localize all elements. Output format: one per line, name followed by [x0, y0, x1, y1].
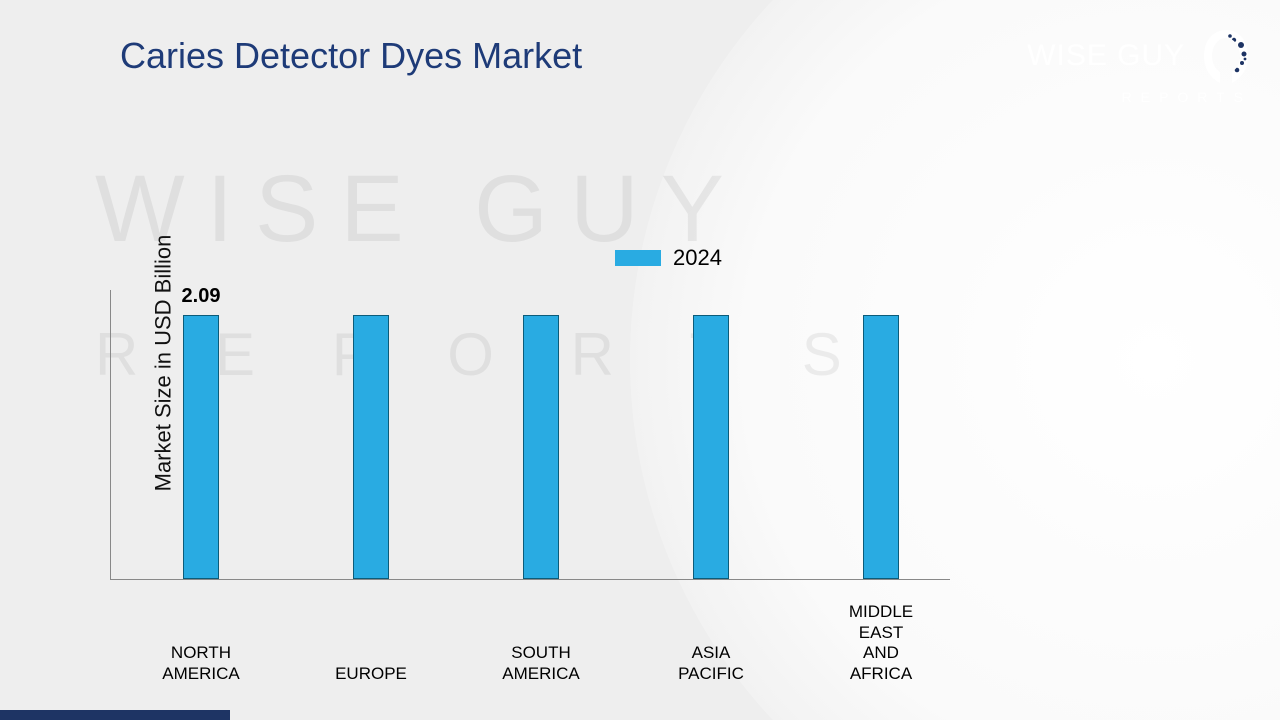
- legend-label: 2024: [673, 245, 722, 271]
- bar-group: ASIA PACIFIC: [641, 315, 781, 579]
- chart-title: Caries Detector Dyes Market: [120, 35, 582, 77]
- bar: [863, 315, 899, 579]
- bar: [693, 315, 729, 579]
- brand-line2: REPORTS: [1027, 90, 1252, 104]
- legend: 2024: [615, 245, 722, 271]
- category-label: ASIA PACIFIC: [636, 643, 786, 684]
- stage: WISE GUY R E P O R T S Caries Detector D…: [0, 0, 1280, 720]
- category-label: MIDDLE EAST AND AFRICA: [806, 602, 956, 684]
- legend-swatch: [615, 250, 661, 266]
- bar-group: MIDDLE EAST AND AFRICA: [811, 315, 951, 579]
- bottom-accent-bar: [0, 710, 230, 720]
- brand-logo: WISE GUY REPORTS: [1027, 28, 1252, 104]
- brand-head-icon: [1200, 28, 1252, 86]
- category-label: SOUTH AMERICA: [466, 643, 616, 684]
- bar-value-label: 2.09: [182, 285, 221, 308]
- brand-line1: WISE GUY: [1027, 39, 1184, 72]
- bar-group: 2.09NORTH AMERICA: [131, 315, 271, 579]
- bar: [523, 315, 559, 579]
- category-label: EUROPE: [296, 664, 446, 684]
- category-label: NORTH AMERICA: [126, 643, 276, 684]
- bar-group: EUROPE: [301, 315, 441, 579]
- bar: [183, 315, 219, 579]
- bar-group: SOUTH AMERICA: [471, 315, 611, 579]
- bar: [353, 315, 389, 579]
- bar-chart-plot: 2.09NORTH AMERICAEUROPESOUTH AMERICAASIA…: [110, 290, 950, 580]
